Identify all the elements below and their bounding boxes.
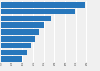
Bar (1, 16, 51, 21)
Bar (1, 29, 39, 35)
Bar (1, 49, 27, 55)
Bar (1, 9, 75, 14)
Bar (1, 36, 35, 42)
Bar (1, 2, 85, 8)
Bar (1, 22, 44, 28)
Bar (1, 43, 31, 48)
Bar (1, 56, 22, 62)
